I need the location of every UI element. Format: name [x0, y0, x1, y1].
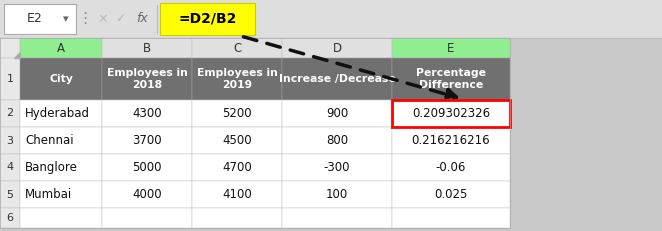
- Bar: [20, 127, 102, 154]
- Text: 5000: 5000: [132, 161, 162, 174]
- Text: City: City: [49, 74, 73, 84]
- Bar: [20, 181, 102, 208]
- Bar: [0, 154, 20, 181]
- Bar: [392, 127, 510, 154]
- Text: Employees in
2018: Employees in 2018: [107, 68, 187, 90]
- Text: 3: 3: [7, 136, 13, 146]
- Text: 5200: 5200: [222, 107, 252, 120]
- Text: Chennai: Chennai: [25, 134, 73, 147]
- Text: 6: 6: [7, 213, 13, 223]
- Bar: [282, 154, 392, 181]
- Bar: [0, 208, 20, 228]
- Text: =D2/B2: =D2/B2: [178, 12, 237, 26]
- Bar: [282, 58, 392, 100]
- Text: 0.216216216: 0.216216216: [412, 134, 491, 147]
- Text: 4500: 4500: [222, 134, 252, 147]
- Bar: [392, 154, 510, 181]
- Bar: [282, 38, 392, 58]
- Text: C: C: [233, 42, 241, 55]
- Bar: [192, 181, 282, 208]
- Bar: [0, 181, 20, 208]
- Text: A: A: [57, 42, 65, 55]
- Bar: [0, 127, 20, 154]
- Bar: [102, 154, 192, 181]
- Bar: [282, 208, 392, 228]
- Text: Mumbai: Mumbai: [25, 188, 72, 201]
- Bar: [102, 181, 192, 208]
- Bar: [102, 100, 192, 127]
- Text: ▾: ▾: [63, 14, 69, 24]
- Bar: [0, 38, 510, 228]
- Text: E2: E2: [26, 12, 42, 25]
- Bar: [392, 38, 510, 58]
- Text: -0.06: -0.06: [436, 161, 466, 174]
- Bar: [392, 181, 510, 208]
- Text: 0.209302326: 0.209302326: [412, 107, 490, 120]
- Bar: [20, 38, 102, 58]
- Bar: [192, 100, 282, 127]
- Bar: [4, 4, 76, 34]
- Text: 4: 4: [7, 162, 13, 173]
- Polygon shape: [14, 52, 20, 58]
- Bar: [192, 127, 282, 154]
- Text: 2: 2: [7, 109, 13, 119]
- Bar: [0, 38, 20, 58]
- Bar: [0, 100, 20, 127]
- Text: -300: -300: [324, 161, 350, 174]
- Text: B: B: [143, 42, 151, 55]
- Bar: [192, 58, 282, 100]
- Bar: [102, 58, 192, 100]
- Text: Employees in
2019: Employees in 2019: [197, 68, 277, 90]
- Bar: [0, 0, 662, 38]
- Bar: [192, 154, 282, 181]
- Text: Hyderabad: Hyderabad: [25, 107, 90, 120]
- Text: ✓: ✓: [115, 12, 125, 25]
- Text: ✕: ✕: [98, 12, 109, 25]
- Bar: [282, 100, 392, 127]
- Bar: [192, 38, 282, 58]
- Text: Increase /Decrease: Increase /Decrease: [279, 74, 395, 84]
- Bar: [282, 181, 392, 208]
- Bar: [20, 208, 102, 228]
- Bar: [20, 100, 102, 127]
- Bar: [0, 58, 20, 100]
- Text: 5: 5: [7, 189, 13, 200]
- Text: Percentage
Difference: Percentage Difference: [416, 68, 486, 90]
- Bar: [102, 38, 192, 58]
- Bar: [0, 38, 510, 228]
- Bar: [192, 208, 282, 228]
- Text: 800: 800: [326, 134, 348, 147]
- Text: ⋮: ⋮: [77, 12, 93, 27]
- Text: fx: fx: [136, 12, 148, 25]
- Text: 4300: 4300: [132, 107, 162, 120]
- Text: D: D: [332, 42, 342, 55]
- Bar: [392, 58, 510, 100]
- Text: 900: 900: [326, 107, 348, 120]
- Text: Banglore: Banglore: [25, 161, 78, 174]
- Text: 100: 100: [326, 188, 348, 201]
- Bar: [392, 208, 510, 228]
- Bar: [20, 154, 102, 181]
- Text: E: E: [448, 42, 455, 55]
- Text: 3700: 3700: [132, 134, 162, 147]
- Text: 4000: 4000: [132, 188, 162, 201]
- Text: 0.025: 0.025: [434, 188, 467, 201]
- Bar: [392, 100, 510, 127]
- Bar: [20, 58, 102, 100]
- Text: 1: 1: [7, 74, 13, 84]
- Text: 4100: 4100: [222, 188, 252, 201]
- Text: 4700: 4700: [222, 161, 252, 174]
- Bar: [102, 127, 192, 154]
- Bar: [102, 208, 192, 228]
- Bar: [282, 127, 392, 154]
- Bar: [160, 3, 255, 35]
